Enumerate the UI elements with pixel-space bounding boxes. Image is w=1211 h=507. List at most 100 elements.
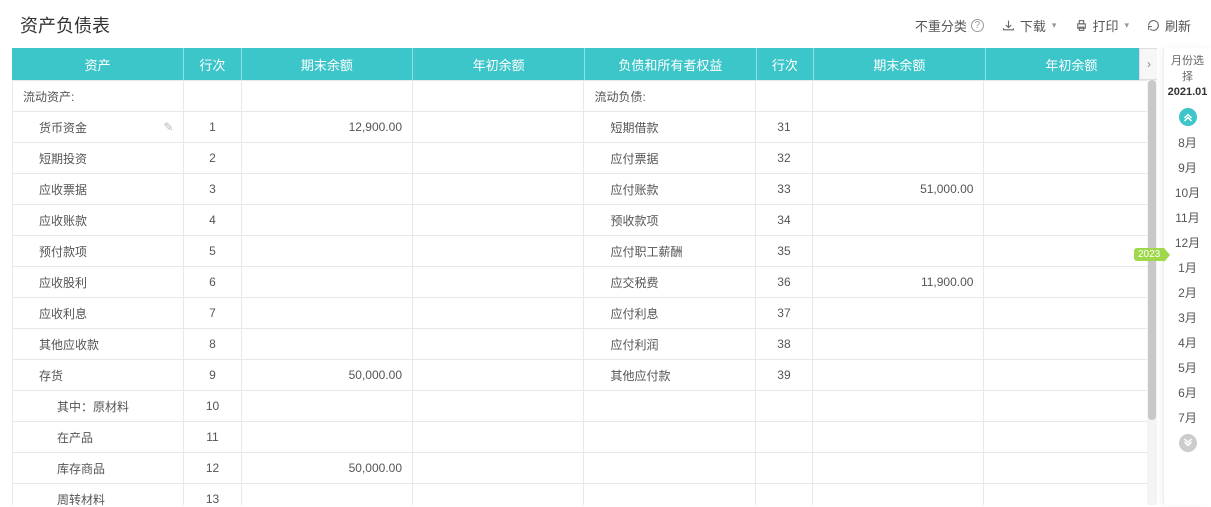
liability-cell[interactable]: 预收款项 bbox=[584, 205, 755, 236]
begin-balance2-cell[interactable] bbox=[984, 112, 1156, 143]
begin-balance-cell[interactable] bbox=[413, 360, 584, 391]
print-button[interactable]: 打印 ▾ bbox=[1074, 16, 1129, 35]
end-balance2-cell[interactable] bbox=[813, 143, 984, 174]
rownum-cell[interactable]: 7 bbox=[184, 298, 241, 329]
liability-cell[interactable]: 应付账款 bbox=[584, 174, 755, 205]
asset-cell[interactable]: 短期投资 bbox=[13, 143, 184, 174]
asset-cell[interactable]: 在产品 bbox=[13, 422, 184, 453]
rownum2-cell[interactable] bbox=[755, 81, 812, 112]
liability-cell[interactable] bbox=[584, 391, 755, 422]
begin-balance2-cell[interactable] bbox=[984, 329, 1156, 360]
rownum-cell[interactable]: 6 bbox=[184, 267, 241, 298]
refresh-button[interactable]: 刷新 bbox=[1147, 16, 1191, 35]
asset-cell[interactable]: 应收利息 bbox=[13, 298, 184, 329]
asset-cell[interactable]: 流动资产: bbox=[13, 81, 184, 112]
rownum-cell[interactable]: 10 bbox=[184, 391, 241, 422]
begin-balance-cell[interactable] bbox=[413, 329, 584, 360]
end-balance2-cell[interactable]: 11,900.00 bbox=[813, 267, 984, 298]
month-item[interactable]: 2月 bbox=[1175, 280, 1200, 305]
end-balance2-cell[interactable] bbox=[813, 453, 984, 484]
table-row[interactable]: 短期投资2应付票据32 bbox=[13, 143, 1156, 174]
begin-balance2-cell[interactable] bbox=[984, 143, 1156, 174]
table-row[interactable]: 周转材料13 bbox=[13, 484, 1156, 506]
reclassify-toggle[interactable]: 不重分类 ? bbox=[915, 16, 984, 35]
month-item[interactable]: 5月 bbox=[1175, 355, 1200, 380]
end-balance2-cell[interactable] bbox=[813, 112, 984, 143]
table-row[interactable]: 应收股利6 应交税费3611,900.00 bbox=[13, 267, 1156, 298]
rownum2-cell[interactable]: 36 bbox=[755, 267, 812, 298]
month-item[interactable]: 3月 bbox=[1175, 305, 1200, 330]
begin-balance-cell[interactable] bbox=[413, 453, 584, 484]
rownum-cell[interactable]: 11 bbox=[184, 422, 241, 453]
rownum2-cell[interactable]: 33 bbox=[755, 174, 812, 205]
liability-cell[interactable] bbox=[584, 453, 755, 484]
begin-balance2-cell[interactable] bbox=[984, 484, 1156, 506]
table-row[interactable]: 其他应收款8应付利润38 bbox=[13, 329, 1156, 360]
table-row[interactable]: 存货950,000.00其他应付款39 bbox=[13, 360, 1156, 391]
begin-balance-cell[interactable] bbox=[413, 484, 584, 506]
begin-balance-cell[interactable] bbox=[413, 298, 584, 329]
liability-cell[interactable]: 应付利息 bbox=[584, 298, 755, 329]
end-balance2-cell[interactable] bbox=[813, 422, 984, 453]
month-item[interactable]: 4月 bbox=[1175, 330, 1200, 355]
end-balance2-cell[interactable] bbox=[813, 484, 984, 506]
rownum2-cell[interactable]: 31 bbox=[755, 112, 812, 143]
begin-balance2-cell[interactable] bbox=[984, 298, 1156, 329]
begin-balance-cell[interactable] bbox=[413, 391, 584, 422]
end-balance2-cell[interactable] bbox=[813, 81, 984, 112]
rownum2-cell[interactable] bbox=[755, 391, 812, 422]
end-balance2-cell[interactable] bbox=[813, 298, 984, 329]
rownum-cell[interactable]: 9 bbox=[184, 360, 241, 391]
table-row[interactable]: 货币资金✎112,900.00短期借款31 bbox=[13, 112, 1156, 143]
rownum-cell[interactable]: 12 bbox=[184, 453, 241, 484]
begin-balance-cell[interactable] bbox=[413, 143, 584, 174]
begin-balance2-cell[interactable] bbox=[984, 81, 1156, 112]
table-row[interactable]: 库存商品1250,000.00 bbox=[13, 453, 1156, 484]
end-balance-cell[interactable]: 50,000.00 bbox=[241, 453, 412, 484]
asset-cell[interactable]: 预付款项 bbox=[13, 236, 184, 267]
rownum-cell[interactable]: 2 bbox=[184, 143, 241, 174]
begin-balance2-cell[interactable] bbox=[984, 174, 1156, 205]
begin-balance2-cell[interactable] bbox=[984, 360, 1156, 391]
month-item[interactable]: 11月 bbox=[1175, 205, 1200, 230]
begin-balance2-cell[interactable] bbox=[984, 453, 1156, 484]
begin-balance2-cell[interactable] bbox=[984, 422, 1156, 453]
begin-balance2-cell[interactable] bbox=[984, 205, 1156, 236]
rownum-cell[interactable]: 5 bbox=[184, 236, 241, 267]
asset-cell[interactable]: 应收股利 bbox=[13, 267, 184, 298]
end-balance-cell[interactable]: 12,900.00 bbox=[241, 112, 412, 143]
rownum2-cell[interactable] bbox=[755, 453, 812, 484]
end-balance-cell[interactable] bbox=[241, 329, 412, 360]
month-item[interactable]: 8月 bbox=[1175, 130, 1200, 155]
begin-balance-cell[interactable] bbox=[413, 422, 584, 453]
table-row[interactable]: 在产品11 bbox=[13, 422, 1156, 453]
asset-cell[interactable]: 存货 bbox=[13, 360, 184, 391]
table-row[interactable]: 流动资产:流动负债: bbox=[13, 81, 1156, 112]
begin-balance-cell[interactable] bbox=[413, 174, 584, 205]
asset-cell[interactable]: 周转材料 bbox=[13, 484, 184, 506]
begin-balance-cell[interactable] bbox=[413, 236, 584, 267]
liability-cell[interactable]: 应交税费 bbox=[584, 267, 755, 298]
end-balance2-cell[interactable] bbox=[813, 391, 984, 422]
rownum2-cell[interactable]: 34 bbox=[755, 205, 812, 236]
end-balance-cell[interactable] bbox=[241, 391, 412, 422]
rownum-cell[interactable]: 1 bbox=[184, 112, 241, 143]
end-balance-cell[interactable] bbox=[241, 298, 412, 329]
liability-cell[interactable]: 短期借款 bbox=[584, 112, 755, 143]
month-item[interactable]: 6月 bbox=[1175, 380, 1200, 405]
vertical-scrollbar[interactable] bbox=[1147, 80, 1157, 505]
download-button[interactable]: 下载 ▾ bbox=[1002, 16, 1057, 35]
scroll-right-button[interactable]: › bbox=[1139, 48, 1157, 80]
asset-cell[interactable]: 其中：原材料 bbox=[13, 391, 184, 422]
help-icon[interactable]: ? bbox=[971, 19, 984, 32]
end-balance-cell[interactable] bbox=[241, 143, 412, 174]
liability-cell[interactable] bbox=[584, 422, 755, 453]
liability-cell[interactable]: 其他应付款 bbox=[584, 360, 755, 391]
rownum-cell[interactable]: 4 bbox=[184, 205, 241, 236]
month-item[interactable]: 12月 bbox=[1175, 230, 1200, 255]
begin-balance-cell[interactable] bbox=[413, 81, 584, 112]
end-balance2-cell[interactable] bbox=[813, 236, 984, 267]
rownum2-cell[interactable]: 37 bbox=[755, 298, 812, 329]
end-balance-cell[interactable] bbox=[241, 81, 412, 112]
rownum-cell[interactable]: 3 bbox=[184, 174, 241, 205]
